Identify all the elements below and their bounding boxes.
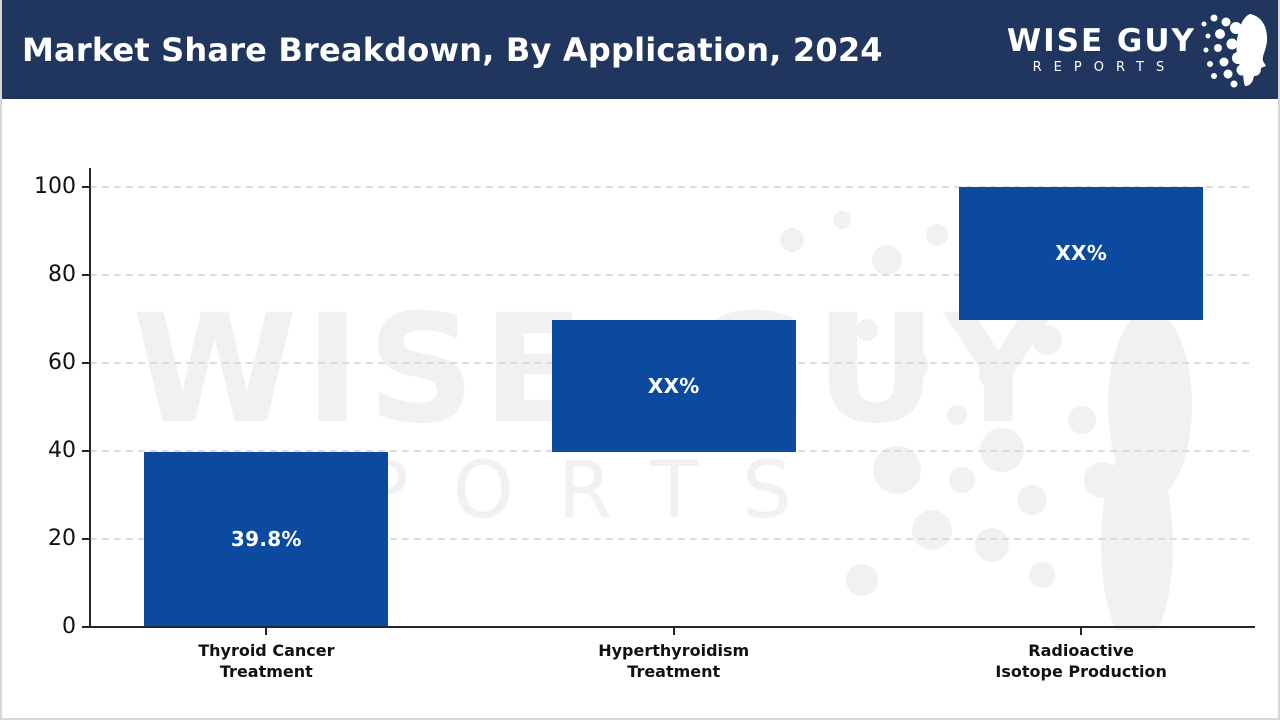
bar-segment-1: 39.8% (144, 451, 389, 627)
y-tick-label: 80 (48, 261, 76, 287)
bar-segment-2: XX% (551, 319, 796, 452)
brand-logo-text: WISE GUY REPORTS (1007, 25, 1196, 75)
gridline-100 (90, 185, 1254, 188)
x-category-label: Thyroid Cancer Treatment (198, 641, 335, 681)
y-tick-label: 60 (48, 349, 76, 375)
y-tick-label: 40 (48, 437, 76, 463)
y-tick-mark (82, 449, 90, 452)
y-tick-label: 20 (48, 525, 76, 551)
y-tick-mark (82, 537, 90, 540)
gridline-80 (90, 273, 1254, 276)
x-tick-mark (265, 628, 268, 635)
y-tick-label: 100 (34, 173, 76, 199)
bar-value-label: XX% (647, 373, 700, 398)
bar-segment-3: XX% (959, 186, 1204, 320)
gridline-20 (90, 537, 1254, 540)
bar-value-label: 39.8% (230, 527, 302, 552)
plot-area: 39.8% XX% XX% 0 20 40 60 80 100 Thyroid Cancer T… (2, 99, 1278, 718)
header-bar: Market Share Breakdown, By Application, … (2, 0, 1278, 99)
brand-name: WISE GUY (1006, 22, 1196, 59)
y-tick-mark (82, 361, 90, 364)
x-category-label: Radioactive Isotope Production (995, 641, 1167, 681)
brand-face-icon (1201, 13, 1268, 87)
page-title: Market Share Breakdown, By Application, … (22, 30, 883, 69)
x-category-label: Hyperthyroidism Treatment (598, 641, 750, 681)
brand-logo: WISE GUY REPORTS (1007, 10, 1268, 90)
brand-subname: REPORTS (1032, 59, 1177, 75)
y-tick-mark (82, 626, 90, 628)
x-axis-line (89, 626, 1255, 628)
x-tick-mark (672, 628, 675, 635)
y-tick-mark (82, 185, 90, 188)
y-axis-line (89, 168, 91, 628)
x-tick-mark (1080, 628, 1083, 635)
bar-value-label: XX% (1055, 241, 1108, 266)
y-tick-mark (82, 273, 90, 276)
y-tick-label: 0 (62, 614, 76, 639)
